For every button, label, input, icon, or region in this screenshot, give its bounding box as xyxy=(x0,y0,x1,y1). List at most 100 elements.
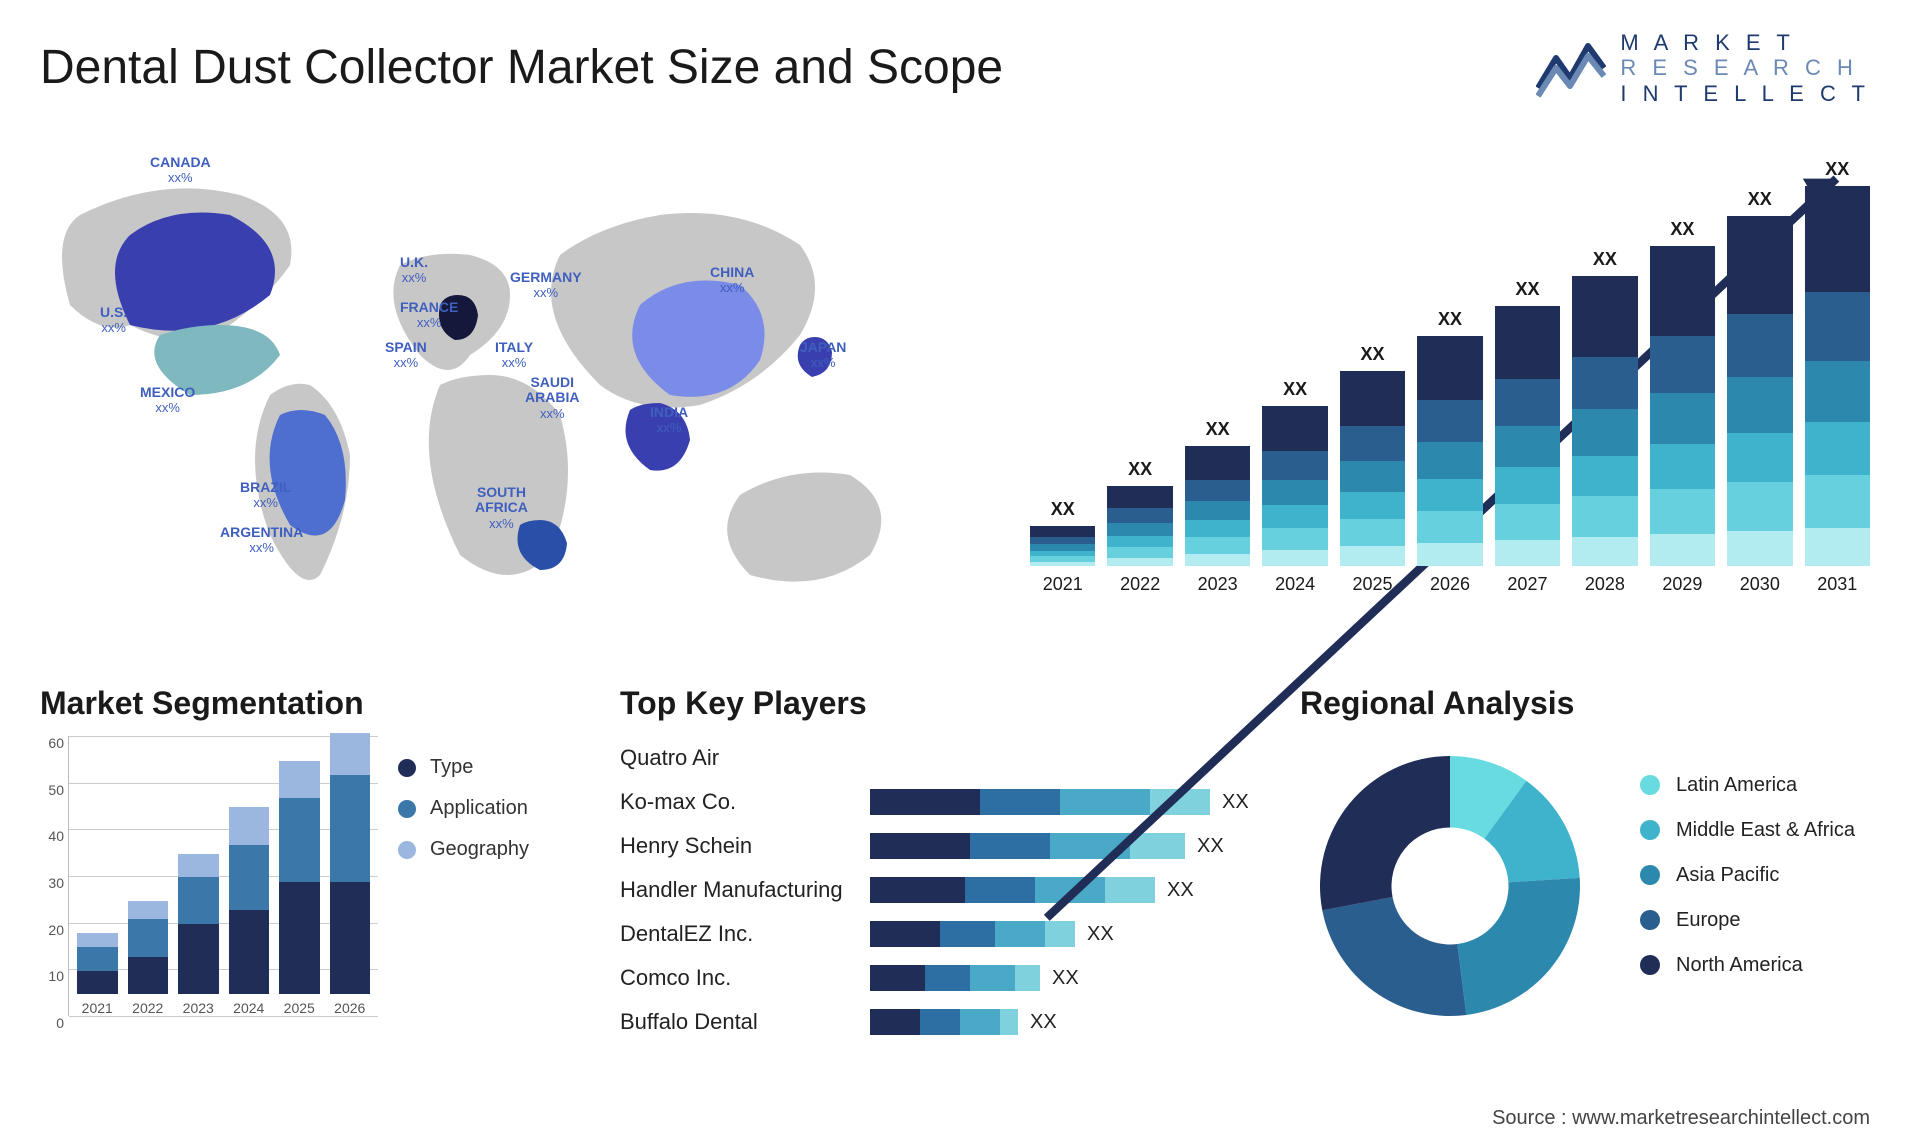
growth-bar-value: XX xyxy=(1283,379,1307,400)
player-name: DentalEZ Inc. xyxy=(620,921,870,947)
country-label: JAPANxx% xyxy=(800,340,846,371)
player-row: Comco Inc.XX xyxy=(620,956,1280,1000)
growth-bar-year: 2028 xyxy=(1585,574,1625,595)
player-bar xyxy=(870,789,1210,815)
growth-bar-year: 2023 xyxy=(1198,574,1238,595)
donut-slice xyxy=(1320,756,1450,910)
players-title: Top Key Players xyxy=(620,685,1280,722)
growth-bar: XX 2027 xyxy=(1495,279,1560,595)
region-legend-item: Latin America xyxy=(1640,774,1855,797)
player-bar xyxy=(870,877,1155,903)
player-row: DentalEZ Inc. XX xyxy=(620,912,1280,956)
player-row: Quatro Air xyxy=(620,736,1280,780)
country-label: SPAINxx% xyxy=(385,340,427,371)
region-legend-item: Asia Pacific xyxy=(1640,864,1855,887)
growth-bar: XX 2025 xyxy=(1340,344,1405,595)
growth-bar-value: XX xyxy=(1748,189,1772,210)
growth-bar-year: 2025 xyxy=(1353,574,1393,595)
growth-bar: XX 2023 xyxy=(1185,419,1250,595)
player-row: Ko-max Co. XX xyxy=(620,780,1280,824)
player-value: XX xyxy=(1167,879,1194,902)
growth-bar-chart: XX2021XX2022XX2023XX2024XX2025XX2026XX20… xyxy=(970,115,1880,655)
donut-slice xyxy=(1322,897,1466,1016)
player-name: Buffalo Dental xyxy=(620,1009,870,1035)
player-row: Buffalo Dental XX xyxy=(620,1000,1280,1044)
growth-bar-year: 2021 xyxy=(1043,574,1083,595)
growth-bar: XX2026 xyxy=(1417,309,1482,595)
logo-line1: M A R K E T xyxy=(1620,30,1870,55)
player-bar xyxy=(870,833,1185,859)
seg-bar: 2025 xyxy=(279,761,320,1016)
segmentation-legend: Type Application Geography xyxy=(398,756,529,1016)
country-label: SAUDIARABIAxx% xyxy=(525,375,579,421)
player-value: XX xyxy=(1087,923,1114,946)
seg-legend-item: Type xyxy=(398,756,529,779)
country-label: ITALYxx% xyxy=(495,340,533,371)
player-row: Handler Manufacturing XX xyxy=(620,868,1280,912)
seg-legend-item: Application xyxy=(398,797,529,820)
player-bar xyxy=(870,921,1075,947)
region-legend: Latin America Middle East & Africa Asia Pa… xyxy=(1640,774,1855,999)
players-panel: Top Key Players Quatro AirKo-max Co.XXHe… xyxy=(620,685,1280,1085)
country-label: SOUTHAFRICAxx% xyxy=(475,485,528,531)
growth-bar-value: XX xyxy=(1361,344,1385,365)
player-name: Henry Schein xyxy=(620,833,870,859)
player-value: XX xyxy=(1030,1011,1057,1034)
growth-bar-year: 2022 xyxy=(1120,574,1160,595)
region-legend-item: North America xyxy=(1640,954,1855,977)
growth-bar-year: 2026 xyxy=(1430,574,1470,595)
brand-logo: M A R K E T R E S E A R C H I N T E L L … xyxy=(1536,30,1870,106)
country-label: GERMANYxx% xyxy=(510,270,582,301)
country-label: U.S.xx% xyxy=(100,305,127,336)
country-label: MEXICOxx% xyxy=(140,385,195,416)
world-map-panel: CANADAxx% U.S.xx% MEXICOxx% BRAZILxx% ARGENT… xyxy=(40,115,970,655)
growth-bar-year: 2029 xyxy=(1662,574,1702,595)
region-legend-item: Middle East & Africa xyxy=(1640,819,1855,842)
region-legend-item: Europe xyxy=(1640,909,1855,932)
source-text: Source : www.marketresearchintellect.com xyxy=(1492,1107,1870,1130)
seg-bar: 2022 xyxy=(128,901,169,1016)
player-value: XX xyxy=(1197,835,1224,858)
segmentation-y-axis: 0102030405060 xyxy=(40,736,68,1016)
growth-bar: XX 2029 xyxy=(1650,219,1715,595)
growth-bar: XX 2031 xyxy=(1805,159,1870,595)
country-label: U.K.xx% xyxy=(400,255,428,286)
growth-bar-value: XX xyxy=(1593,249,1617,270)
seg-legend-item: Geography xyxy=(398,838,529,861)
seg-bar: 2026 xyxy=(330,733,371,1016)
player-value: XX xyxy=(1222,791,1249,814)
player-name: Quatro Air xyxy=(620,745,870,771)
seg-bar: 2021 xyxy=(77,933,118,1016)
country-label: CHINAxx% xyxy=(710,265,754,296)
growth-bar: XX 2024 xyxy=(1262,379,1327,595)
country-label: BRAZILxx% xyxy=(240,480,291,511)
logo-line2: R E S E A R C H xyxy=(1620,55,1870,80)
growth-bar-value: XX xyxy=(1825,159,1849,180)
country-label: FRANCExx% xyxy=(400,300,458,331)
growth-bar: XX 2028 xyxy=(1572,249,1637,595)
player-name: Ko-max Co. xyxy=(620,789,870,815)
country-label: CANADAxx% xyxy=(150,155,211,186)
growth-bar-value: XX xyxy=(1515,279,1539,300)
growth-bar-value: XX xyxy=(1670,219,1694,240)
player-bar xyxy=(870,1009,1018,1035)
growth-bar-value: XX xyxy=(1051,499,1075,520)
region-panel: Regional Analysis Latin AmericaMiddle Ea… xyxy=(1300,685,1880,1085)
seg-bar: 2023 xyxy=(178,854,219,1016)
donut-slice xyxy=(1457,878,1580,1015)
player-name: Handler Manufacturing xyxy=(620,877,870,903)
growth-bar-value: XX xyxy=(1206,419,1230,440)
growth-bar-year: 2024 xyxy=(1275,574,1315,595)
player-row: Henry Schein XX xyxy=(620,824,1280,868)
logo-icon xyxy=(1536,38,1606,98)
segmentation-plot: 202120222023202420252026 xyxy=(68,736,378,1016)
growth-bar-year: 2031 xyxy=(1817,574,1857,595)
country-label: ARGENTINAxx% xyxy=(220,525,303,556)
logo-line3: I N T E L L E C T xyxy=(1620,81,1870,106)
segmentation-panel: Market Segmentation 0102030405060 202120… xyxy=(40,685,600,1085)
growth-bar-year: 2030 xyxy=(1740,574,1780,595)
growth-bar-year: 2027 xyxy=(1507,574,1547,595)
player-name: Comco Inc. xyxy=(620,965,870,991)
country-label: INDIAxx% xyxy=(650,405,688,436)
player-bar xyxy=(870,965,1040,991)
